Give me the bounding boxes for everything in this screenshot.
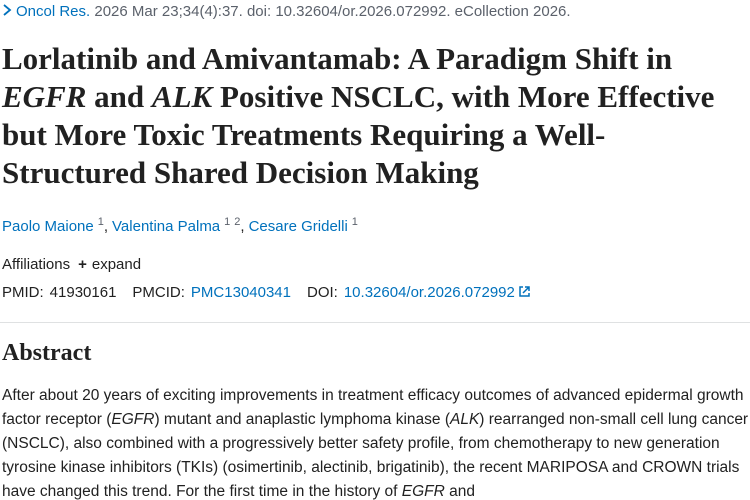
abstract-text: After about 20 years of exciting improve… (2, 384, 750, 500)
separator: , (240, 218, 245, 235)
identifier-label: DOI: (307, 284, 338, 301)
plus-icon: + (78, 256, 87, 273)
italic-text: EGFR (2, 79, 87, 114)
external-link-icon (519, 286, 530, 297)
italic-text: ALK (449, 411, 480, 428)
italic-text: ALK (151, 79, 213, 114)
chevron-icon (3, 4, 12, 16)
affiliations: Affiliations + expand (2, 256, 141, 273)
separator: , (103, 218, 109, 235)
identifier-label: PMID: (2, 284, 44, 301)
expand-text: expand (91, 256, 142, 273)
author-name[interactable]: Valentina Palma (112, 218, 221, 235)
identifier-label: PMCID: (132, 284, 185, 301)
author-name[interactable]: Cesare Gridelli (248, 218, 348, 235)
identifier-value: 41930161 (49, 284, 117, 301)
text: and (444, 483, 475, 500)
text: ) rearranged non-small cell lung cancer … (2, 411, 749, 500)
divider (0, 322, 750, 323)
citation: Oncol Res. 2026 Mar 23;34(4):37. doi: 10… (2, 3, 571, 20)
identifier-value[interactable]: 10.32604/or.2026.072992 (343, 284, 515, 301)
affiliations-label: Affiliations (2, 256, 71, 273)
citation-details: 2026 Mar 23;34(4):37. doi: 10.32604/or.2… (90, 3, 571, 20)
affiliation-number[interactable]: 1 (97, 216, 104, 228)
affiliation-number[interactable]: 2 (234, 216, 241, 228)
text: and (86, 79, 152, 114)
affiliation-number[interactable]: 1 (351, 216, 358, 228)
affiliation-number[interactable]: 1 (224, 216, 231, 228)
article-title: Lorlatinib and Amivantamab: A Paradigm S… (2, 40, 737, 192)
text: Positive NSCLC, with More Effective but … (2, 79, 715, 190)
text: Lorlatinib and Amivantamab: A Paradigm S… (2, 41, 673, 76)
journal-link[interactable]: Oncol Res. (16, 3, 91, 20)
italic-text: EGFR (401, 483, 445, 500)
italic-text: EGFR (111, 411, 155, 428)
identifiers: PMID: 41930161 PMCID: PMC13040341 DOI: 10.326… (2, 284, 531, 301)
identifier-value[interactable]: PMC13040341 (190, 284, 291, 301)
authors: Paolo Maione 1, Valentina Palma 1 2, Cesare G… (2, 216, 358, 235)
abstract-heading: Abstract (2, 340, 92, 366)
author-name[interactable]: Paolo Maione (2, 218, 94, 235)
text: After about 20 years of exciting improve… (2, 387, 744, 428)
expand-toggle[interactable]: + expand (78, 256, 141, 273)
text: ) mutant and anaplastic lymphoma kinase … (154, 411, 450, 428)
